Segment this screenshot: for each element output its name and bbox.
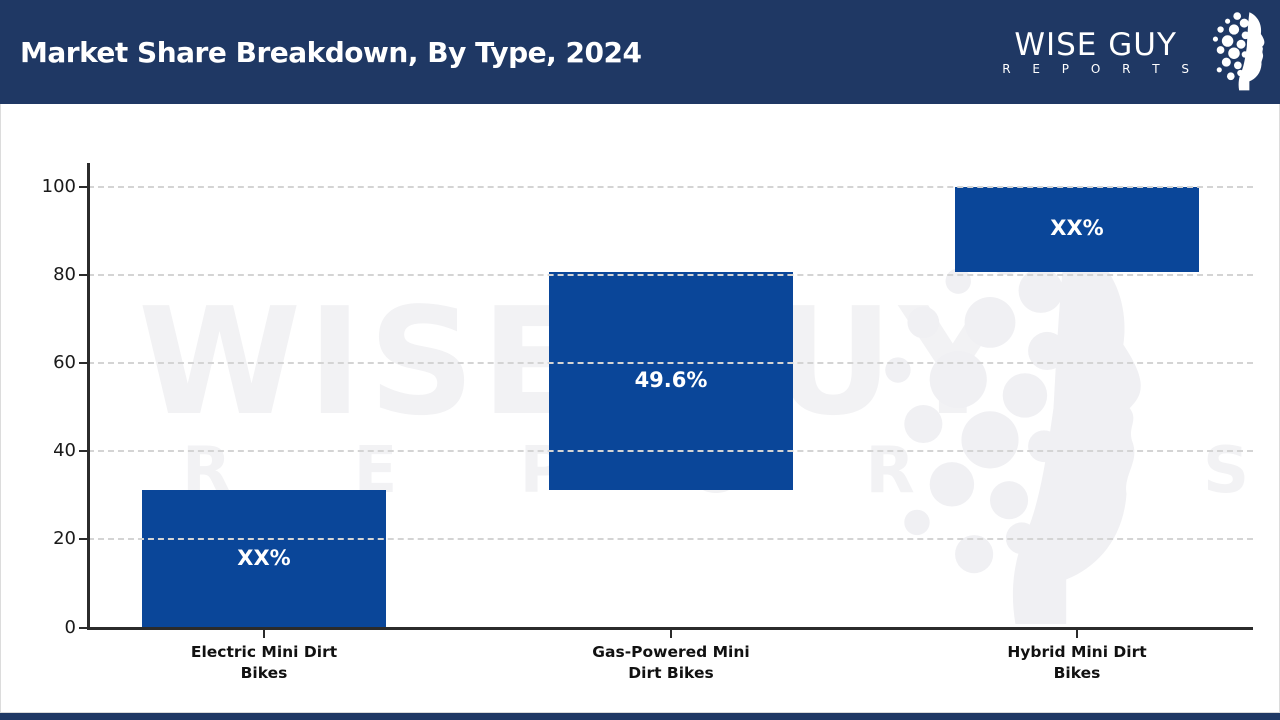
page-border-left: [0, 104, 1, 713]
category-label-line: Hybrid Mini Dirt: [1007, 642, 1147, 661]
wiseguy-logo-text: WISE GUY R E P O R T S: [993, 29, 1198, 76]
header-bar: Market Share Breakdown, By Type, 2024 WI…: [0, 0, 1280, 104]
x-tick-mark: [1076, 630, 1078, 638]
y-tick-mark: [79, 626, 88, 629]
bar-value-label: XX%: [237, 545, 291, 570]
gridline-y40: [88, 450, 1253, 453]
category-label: Gas-Powered Mini Dirt Bikes: [541, 642, 801, 684]
gridline-y20: [88, 538, 1253, 541]
y-tick-label: 20: [53, 528, 76, 550]
y-tick-mark: [79, 362, 88, 365]
bar-value-label: XX%: [1050, 216, 1104, 241]
category-label: Hybrid Mini Dirt Bikes: [947, 642, 1207, 684]
category-label-line: Bikes: [1053, 663, 1101, 682]
gridline-y60: [88, 362, 1253, 365]
x-axis-line: [87, 627, 1253, 630]
footer-band: [0, 713, 1280, 720]
y-tick-mark: [79, 538, 88, 541]
page-bottom-hairline: [0, 712, 1280, 713]
page-title: Market Share Breakdown, By Type, 2024: [20, 35, 642, 69]
x-tick-mark: [670, 630, 672, 638]
y-tick-mark: [79, 186, 88, 188]
x-tick-mark: [263, 630, 265, 638]
y-tick-label: 0: [64, 616, 76, 638]
category-label-line: Dirt Bikes: [628, 663, 714, 682]
y-axis-line: [87, 163, 90, 630]
category-label-line: Gas-Powered Mini: [592, 642, 750, 661]
bar-2: [955, 187, 1199, 272]
bar-0: [142, 490, 386, 628]
y-tick-label: 80: [53, 264, 76, 286]
plot-area: WISE GUY R E P O R T S 020406080100XX%El…: [0, 104, 1280, 720]
category-label: Electric Mini Dirt Bikes: [134, 642, 394, 684]
y-tick-mark: [79, 274, 88, 277]
bar-value-label: 49.6%: [634, 367, 708, 392]
wiseguy-logo: WISE GUY R E P O R T S: [993, 9, 1280, 95]
wiseguy-face-icon: [1202, 9, 1266, 95]
y-tick-label: 100: [41, 176, 76, 197]
category-label-line: Bikes: [240, 663, 288, 682]
gridline-y100: [88, 186, 1253, 188]
watermark-face-icon: [818, 224, 1162, 628]
gridline-y80: [88, 274, 1253, 277]
logo-wordmark: WISE GUY: [1014, 26, 1177, 63]
y-tick-label: 40: [53, 440, 76, 462]
category-label-line: Electric Mini Dirt: [190, 642, 338, 661]
y-tick-label: 60: [53, 352, 76, 374]
y-tick-mark: [79, 450, 88, 453]
logo-subtext: R E P O R T S: [1002, 61, 1198, 76]
bar-1: [549, 271, 793, 491]
